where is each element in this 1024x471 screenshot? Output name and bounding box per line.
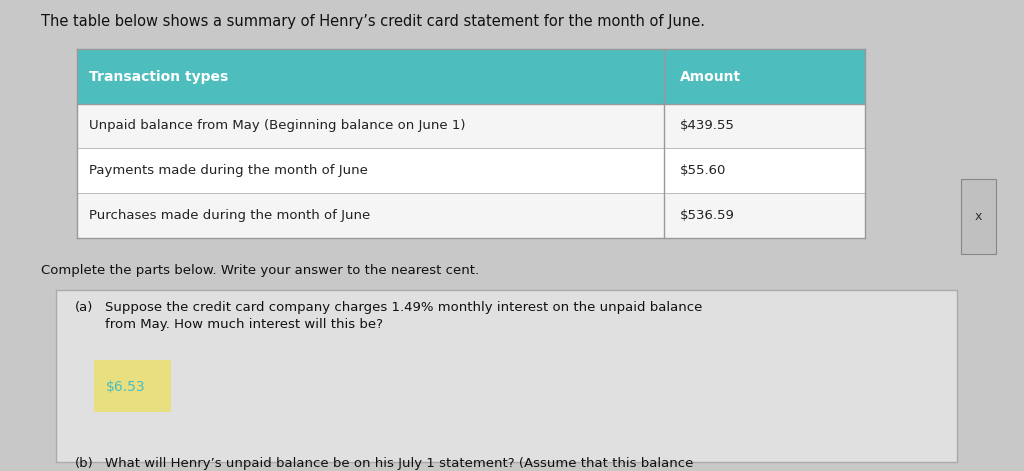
Text: $6.53: $6.53: [105, 380, 145, 394]
FancyBboxPatch shape: [94, 360, 171, 412]
Text: The table below shows a summary of Henry’s credit card statement for the month o: The table below shows a summary of Henry…: [41, 14, 705, 29]
Text: (b): (b): [75, 457, 93, 470]
Text: Amount: Amount: [680, 70, 740, 83]
Text: Suppose the credit card company charges 1.49% monthly interest on the unpaid bal: Suppose the credit card company charges …: [105, 301, 702, 332]
Bar: [961, 179, 996, 254]
Bar: [77, 104, 865, 148]
Text: Unpaid balance from May (Beginning balance on June 1): Unpaid balance from May (Beginning balan…: [89, 120, 466, 132]
Text: Purchases made during the month of June: Purchases made during the month of June: [89, 209, 371, 222]
Text: What will Henry’s unpaid balance be on his July 1 statement? (Assume that this b: What will Henry’s unpaid balance be on h…: [105, 457, 707, 471]
Text: (a): (a): [75, 301, 93, 315]
Text: $439.55: $439.55: [680, 120, 734, 132]
Text: x: x: [975, 210, 982, 223]
Text: $55.60: $55.60: [680, 164, 726, 177]
Bar: [77, 148, 865, 193]
Text: Transaction types: Transaction types: [89, 70, 228, 83]
Text: Complete the parts below. Write your answer to the nearest cent.: Complete the parts below. Write your ans…: [41, 264, 479, 277]
Text: $536.59: $536.59: [680, 209, 734, 222]
Bar: [77, 193, 865, 238]
Text: Payments made during the month of June: Payments made during the month of June: [89, 164, 368, 177]
